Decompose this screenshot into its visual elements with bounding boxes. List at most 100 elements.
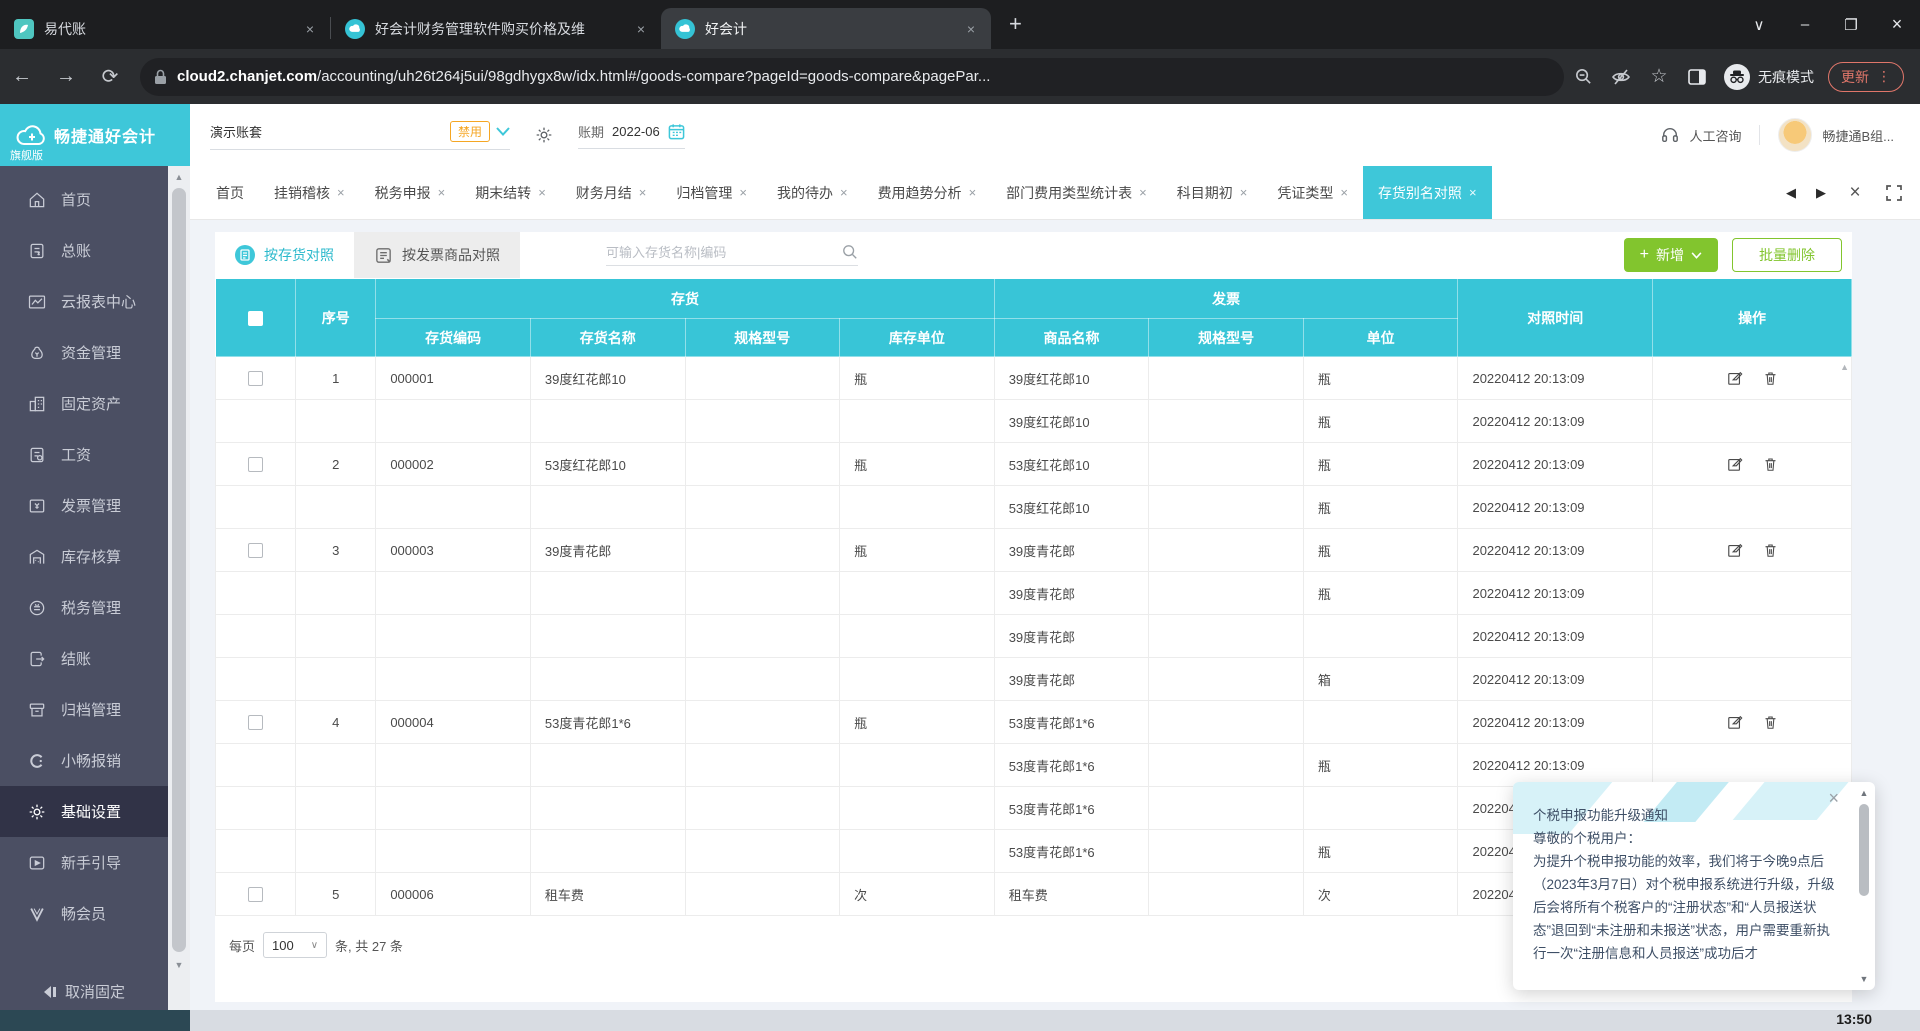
page-tab[interactable]: 归档管理 × — [661, 166, 762, 219]
update-button[interactable]: 更新 ⋮ — [1828, 61, 1904, 92]
page-tab[interactable]: 部门费用类型统计表 × — [991, 166, 1162, 219]
tab-close-icon[interactable]: × — [966, 20, 975, 37]
row-checkbox[interactable] — [248, 543, 264, 559]
sidebar-item-payroll[interactable]: 工资 — [0, 429, 168, 480]
tabs-scroll-right-icon[interactable]: ▶ — [1816, 184, 1826, 200]
batch-delete-button[interactable]: 批量删除 — [1732, 238, 1842, 272]
tab-close-icon[interactable]: × — [636, 20, 645, 37]
sidebar-item-invoices[interactable]: 发票管理 — [0, 480, 168, 531]
browser-tab-yidaizhang[interactable]: 易代账 × — [0, 8, 330, 49]
window-close-button[interactable]: × — [1891, 14, 1903, 34]
tabs-close-all-icon[interactable]: × — [1849, 181, 1861, 203]
sidebar-item-home[interactable]: 首页 — [0, 174, 168, 225]
header-select-all[interactable] — [214, 278, 297, 357]
calendar-icon[interactable] — [668, 123, 685, 140]
page-tab[interactable]: 税务申报 × — [360, 166, 461, 219]
page-tab[interactable]: 费用趋势分析 × — [863, 166, 992, 219]
delete-icon[interactable] — [1763, 714, 1778, 730]
sidebar-item-ledger[interactable]: 总账 — [0, 225, 168, 276]
tab-close-icon[interactable]: × — [1340, 185, 1348, 200]
search-input[interactable] — [606, 244, 842, 260]
sidebar-item-tax[interactable]: 税务管理 — [0, 582, 168, 633]
tab-close-icon[interactable]: × — [1239, 185, 1248, 200]
account-select-field[interactable]: 演示账套 禁用 — [210, 120, 510, 150]
support-link[interactable]: 人工咨询 — [1689, 128, 1742, 144]
user-name[interactable]: 畅捷通B组... — [1822, 128, 1894, 144]
sidebar-item-archive[interactable]: 归档管理 — [0, 684, 168, 735]
period-field[interactable]: 账期 2022-06 — [578, 122, 685, 149]
table-scroll-up-icon[interactable]: ▲ — [1840, 362, 1849, 372]
delete-icon[interactable] — [1763, 542, 1778, 558]
reload-icon[interactable]: ⟳ — [101, 66, 119, 88]
new-tab-button[interactable]: + — [1009, 11, 1022, 36]
page-tab[interactable]: 期末结转 × — [460, 166, 561, 219]
delete-icon[interactable] — [1763, 456, 1778, 472]
notification-close-icon[interactable]: × — [1828, 788, 1839, 808]
row-checkbox[interactable] — [248, 887, 264, 903]
search-field[interactable] — [606, 244, 858, 266]
bookmark-star-icon[interactable]: ☆ — [1650, 66, 1668, 87]
more-menu-icon[interactable]: ⋮ — [1877, 68, 1891, 84]
sidebar-item-cloud-reports[interactable]: 云报表中心 — [0, 276, 168, 327]
tabs-scroll-left-icon[interactable]: ◀ — [1786, 184, 1796, 200]
sidebar-item-fixed-assets[interactable]: 固定资产 — [0, 378, 168, 429]
eye-off-icon[interactable] — [1602, 67, 1640, 87]
back-icon[interactable]: ← — [12, 65, 32, 87]
tab-close-icon[interactable]: × — [839, 185, 848, 200]
url-bar[interactable]: cloud2.chanjet.com/accounting/uh26t264j5… — [140, 57, 1564, 96]
select-all-checkbox[interactable] — [248, 310, 264, 326]
tab-close-icon[interactable]: × — [305, 20, 314, 37]
tab-close-icon[interactable]: × — [538, 185, 546, 200]
tab-close-icon[interactable]: × — [1468, 185, 1477, 200]
sidebar-item-funds[interactable]: 资金管理 — [0, 327, 168, 378]
zoom-out-icon[interactable] — [1564, 67, 1602, 86]
page-tab[interactable]: 挂销稽核 × — [259, 166, 360, 219]
row-checkbox[interactable] — [248, 715, 264, 731]
scroll-up-icon[interactable]: ▲ — [174, 172, 184, 182]
edit-icon[interactable] — [1727, 456, 1743, 472]
tab-close-icon[interactable]: × — [437, 185, 446, 200]
scroll-down-icon[interactable]: ▼ — [174, 960, 184, 970]
edit-icon[interactable] — [1727, 370, 1743, 386]
add-button[interactable]: + 新增 — [1623, 238, 1718, 272]
page-tab[interactable]: 科目期初 × — [1162, 166, 1263, 219]
chevron-down-icon[interactable] — [496, 126, 510, 136]
scroll-down-icon[interactable]: ▼ — [1859, 974, 1869, 984]
search-icon[interactable] — [842, 244, 858, 260]
sidebar-item-expense[interactable]: 小畅报销 — [0, 735, 168, 786]
page-tab-home[interactable]: 首页 — [190, 166, 259, 219]
row-checkbox[interactable] — [248, 457, 264, 473]
page-tab[interactable]: 凭证类型 × — [1262, 166, 1363, 219]
tab-close-icon[interactable]: × — [1139, 185, 1147, 200]
side-panel-icon[interactable] — [1678, 68, 1716, 85]
window-restore-button[interactable]: ❐ — [1844, 16, 1858, 34]
sidebar-unpin-button[interactable]: 取消固定 — [0, 981, 168, 1002]
browser-tab-haokuaiji-active[interactable]: 好会计 × — [661, 8, 991, 49]
sidebar-item-closing[interactable]: 结账 — [0, 633, 168, 684]
sidebar-scrollbar[interactable]: ▲ ▼ — [168, 166, 190, 1010]
edit-icon[interactable] — [1727, 542, 1743, 558]
tab-close-icon[interactable]: × — [337, 185, 345, 200]
tab-close-icon[interactable]: × — [968, 185, 977, 200]
notification-scrollbar[interactable]: ▲ ▼ — [1856, 788, 1872, 984]
sidebar-item-inventory[interactable]: 库存核算 — [0, 531, 168, 582]
toggle-by-inventory[interactable]: 按存货对照 — [215, 232, 354, 278]
window-minimize-button[interactable]: – — [1800, 16, 1810, 33]
incognito-icon[interactable] — [1724, 63, 1750, 90]
scrollbar-thumb[interactable] — [172, 188, 186, 952]
account-settings-gear-icon[interactable] — [534, 125, 554, 145]
edit-icon[interactable] — [1727, 714, 1743, 730]
delete-icon[interactable] — [1763, 370, 1778, 386]
fullscreen-icon[interactable] — [1874, 184, 1914, 201]
page-tab-goods-compare-active[interactable]: 存货别名对照 × — [1362, 166, 1492, 219]
toggle-by-invoice-goods[interactable]: 按发票商品对照 — [354, 232, 520, 278]
scroll-up-icon[interactable]: ▲ — [1859, 788, 1869, 798]
page-tab[interactable]: 财务月结 × — [561, 166, 662, 219]
tab-search-chevron-icon[interactable]: ∨ — [1753, 16, 1765, 34]
sidebar-item-settings-active[interactable]: 基础设置 — [0, 786, 190, 837]
tab-close-icon[interactable]: × — [739, 185, 747, 200]
page-tab[interactable]: 我的待办 × — [762, 166, 863, 219]
sidebar-item-guide[interactable]: 新手引导 — [0, 837, 168, 888]
browser-tab-haokuaiji-store[interactable]: 好会计财务管理软件购买价格及维 × — [331, 8, 661, 49]
user-avatar[interactable] — [1778, 118, 1813, 152]
